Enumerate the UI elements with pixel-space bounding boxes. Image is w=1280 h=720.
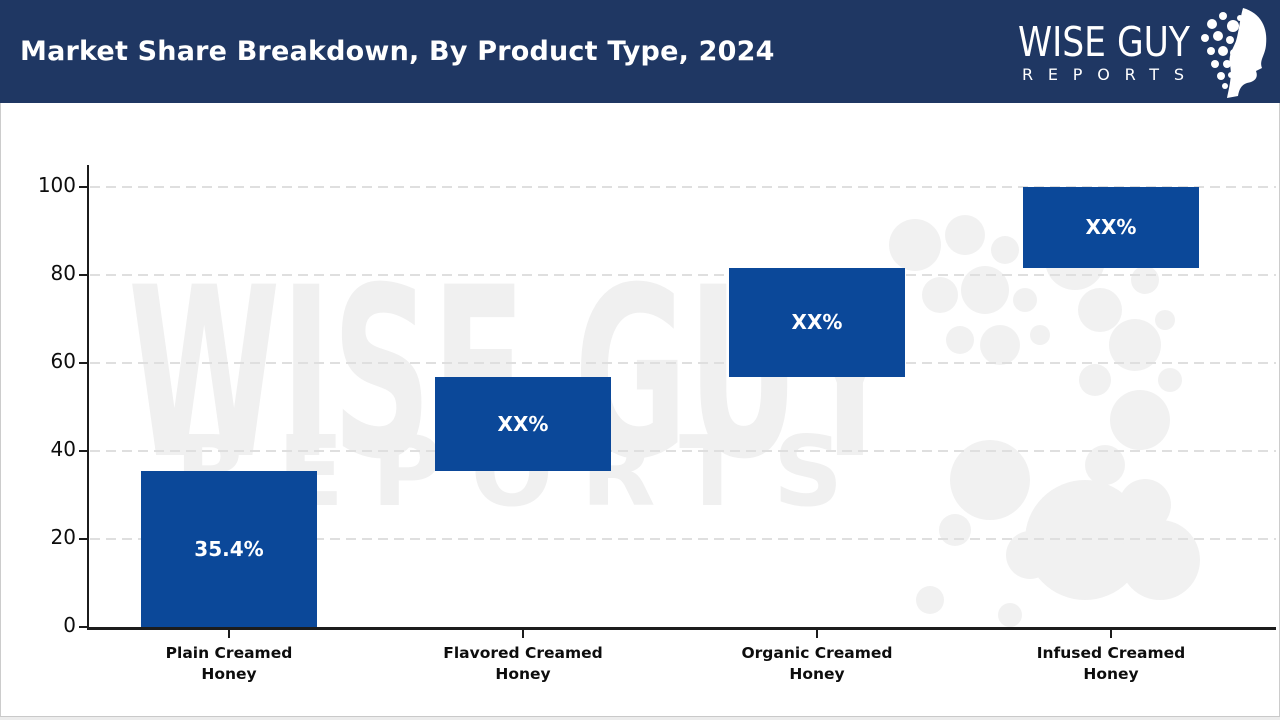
brand-logo-subtext: REPORTS (1022, 65, 1184, 84)
y-tick-label: 0 (63, 613, 76, 637)
header-bar: Market Share Breakdown, By Product Type,… (0, 0, 1280, 103)
y-tick-label: 40 (50, 437, 76, 461)
y-tick-mark (79, 450, 88, 452)
gridline (90, 362, 1276, 364)
x-tick-mark (1110, 630, 1112, 638)
plot-area: 0 20 40 60 80 100 35.4% Plain Creamed Honey XX% Fl… (0, 103, 1280, 720)
bar: XX% (1023, 187, 1199, 268)
category-label: Flavored Creamed Honey (443, 644, 603, 683)
category-label: Organic Creamed Honey (741, 644, 893, 683)
y-tick-label: 100 (37, 173, 76, 197)
y-tick-mark (79, 362, 88, 364)
y-tick-label: 60 (50, 349, 76, 373)
bar-value-label: XX% (1085, 215, 1137, 240)
bar: XX% (729, 267, 905, 377)
x-tick-mark (522, 630, 524, 638)
y-tick-mark (79, 626, 88, 628)
bar: 35.4% (141, 471, 317, 627)
page-title: Market Share Breakdown, By Product Type,… (20, 36, 775, 67)
x-tick-mark (816, 630, 818, 638)
x-axis-line (87, 627, 1276, 630)
y-tick-mark (79, 538, 88, 540)
bar: XX% (435, 376, 611, 472)
category-label: Infused Creamed Honey (1036, 644, 1186, 683)
gridline (90, 450, 1276, 452)
bar-value-label: XX% (497, 411, 549, 436)
gridline (90, 274, 1276, 276)
y-tick-label: 20 (50, 525, 76, 549)
y-tick-label: 80 (50, 261, 76, 285)
bar-value-label: 35.4% (194, 537, 264, 562)
gridline (90, 538, 1276, 540)
brand-face-icon (1201, 8, 1267, 98)
bottom-edge-line (0, 716, 1280, 720)
chart-area: WISE GUY REPORTS 02040608010035.4%Plain … (0, 103, 1280, 720)
brand-logo: WISE GUY REPORTS (1018, 8, 1267, 98)
category-label: Plain Creamed Honey (165, 644, 293, 683)
y-axis-line (87, 165, 89, 630)
y-tick-mark (79, 186, 88, 188)
gridline (90, 186, 1276, 188)
x-tick-mark (228, 630, 230, 638)
bar-value-label: XX% (791, 310, 843, 335)
y-tick-mark (79, 274, 88, 276)
brand-logo-text: WISE GUY (1018, 18, 1191, 66)
